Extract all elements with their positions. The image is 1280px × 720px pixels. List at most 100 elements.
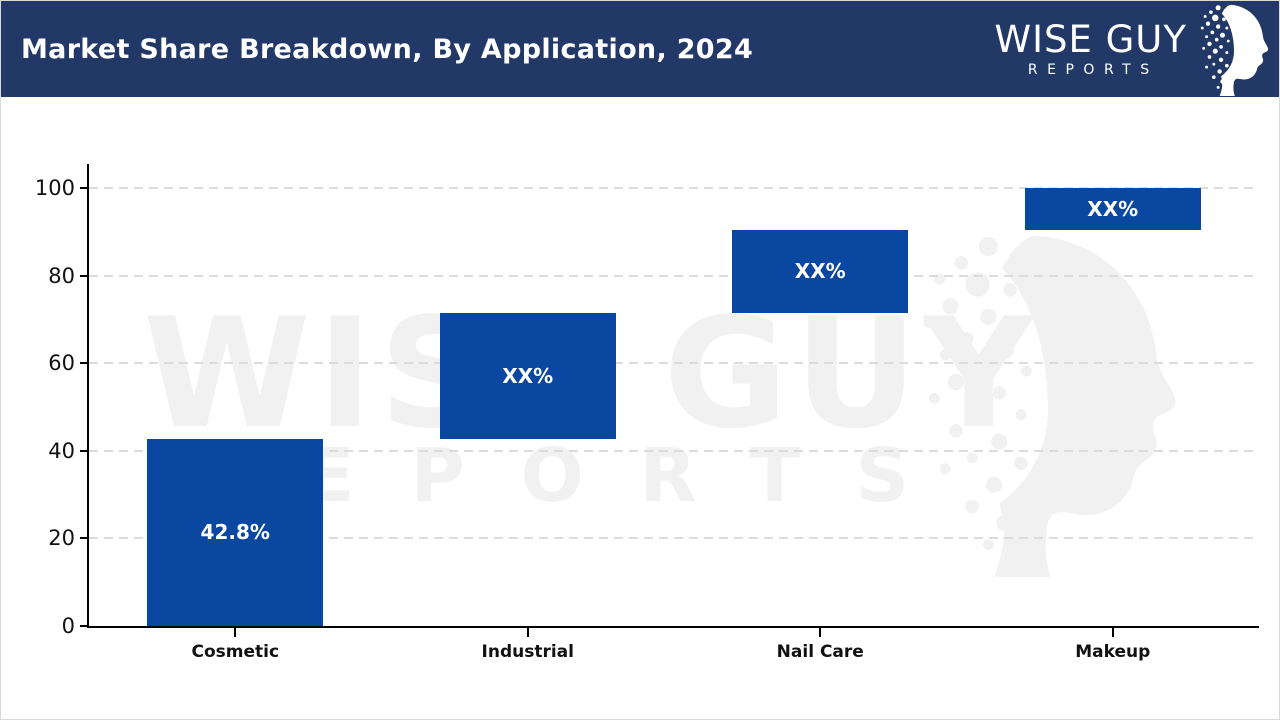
head-dot xyxy=(1015,317,1027,328)
x-tick-mark xyxy=(1111,628,1114,637)
y-tick-mark xyxy=(80,187,89,189)
head-dot xyxy=(928,392,940,404)
x-tick-label: Cosmetic xyxy=(191,642,280,662)
logo-dots xyxy=(1200,5,1232,89)
page-title: Market Share Breakdown, By Application, … xyxy=(21,33,754,65)
head-dot xyxy=(1205,21,1211,26)
watermark-dots xyxy=(923,237,1038,550)
head-dot xyxy=(947,373,965,391)
head-dot xyxy=(1218,57,1224,63)
head-dot xyxy=(1200,26,1204,30)
head-dot xyxy=(1203,15,1207,18)
head-dot xyxy=(1205,35,1209,39)
bar-value-label: XX% xyxy=(1087,196,1139,221)
head-dot xyxy=(980,308,997,326)
y-tick-label: 40 xyxy=(48,438,75,463)
head-dot xyxy=(1003,283,1017,297)
y-tick-mark xyxy=(80,625,89,627)
head-dot xyxy=(1215,5,1221,11)
head-dot xyxy=(1226,39,1230,43)
head-dot xyxy=(1212,75,1216,80)
waterfall-chart: WISE GUY REPORTS 0 20 40 60 80 100 42.8% Cosmet… xyxy=(1,97,1279,719)
head-dot xyxy=(1226,71,1230,75)
head-dot xyxy=(968,399,988,419)
head-profile-icon xyxy=(1200,4,1269,96)
y-tick-mark xyxy=(80,274,89,277)
head-dot xyxy=(1014,456,1028,471)
bar: XX% xyxy=(732,229,909,314)
header-banner: Market Share Breakdown, By Application, … xyxy=(1,1,1279,97)
head-dot xyxy=(1215,24,1221,29)
head-dot xyxy=(1202,46,1206,50)
x-tick-label: Nail Care xyxy=(776,642,864,662)
head-dot xyxy=(982,539,994,550)
head-dot xyxy=(923,317,935,328)
y-tick-label: 0 xyxy=(61,614,75,638)
y-tick-label: 20 xyxy=(48,526,75,551)
head-dot xyxy=(1225,63,1229,68)
head-dot xyxy=(1228,82,1232,86)
logo-wordmark: WISE GUY xyxy=(994,18,1187,61)
head-dot xyxy=(1008,250,1023,265)
x-tick-label: Industrial xyxy=(481,642,574,662)
x-tick-mark xyxy=(819,628,822,637)
head-dot xyxy=(1217,69,1222,74)
head-dot xyxy=(1015,409,1027,420)
y-tick-mark xyxy=(80,449,89,452)
head-dot xyxy=(1219,32,1226,38)
head-dot xyxy=(991,433,1008,450)
head-dot xyxy=(939,349,951,361)
head-dot xyxy=(996,514,1013,531)
head-dot xyxy=(1214,37,1219,42)
bar-value-label: XX% xyxy=(502,363,554,388)
bar-value-label: 42.8% xyxy=(200,520,270,545)
head-dot xyxy=(1210,30,1215,35)
logo-text: WISE GUY REPORTS xyxy=(995,21,1187,77)
head-dot xyxy=(1207,41,1212,47)
head-dot xyxy=(1026,528,1038,540)
head-dot xyxy=(959,331,974,346)
head-dot xyxy=(1216,85,1220,89)
y-tick-mark xyxy=(80,537,89,540)
head-dot xyxy=(1223,8,1228,13)
head-dot xyxy=(1212,62,1216,66)
y-tick-mark xyxy=(80,362,89,365)
head-dot xyxy=(1205,65,1209,69)
y-tick-label: 60 xyxy=(48,351,75,376)
watermark-head-icon xyxy=(923,235,1176,577)
x-tick-mark xyxy=(526,628,529,637)
head-dot xyxy=(1020,365,1032,377)
head-dot xyxy=(1209,10,1213,14)
head-dot xyxy=(1220,79,1225,84)
head-dot xyxy=(992,386,1006,400)
x-tick-mark xyxy=(234,628,237,637)
head-dot xyxy=(978,237,998,257)
head-dot xyxy=(976,359,990,373)
gridline xyxy=(89,187,1259,189)
head-dot xyxy=(1225,26,1229,30)
head-dot xyxy=(965,499,979,514)
y-tick-label: 100 xyxy=(34,176,75,200)
bar: 42.8% xyxy=(147,438,324,626)
gridline xyxy=(89,362,1259,365)
head-dot xyxy=(1212,14,1219,22)
gridline xyxy=(89,537,1259,540)
head-dot xyxy=(966,452,978,464)
head-dot xyxy=(954,256,969,270)
x-tick-label: Makeup xyxy=(1075,642,1151,662)
y-tick-label: 80 xyxy=(48,263,75,288)
head-dot xyxy=(1225,51,1229,55)
y-axis-line xyxy=(87,164,89,628)
head-dot xyxy=(985,476,1002,494)
head-dot xyxy=(1020,484,1032,496)
head-dot xyxy=(1212,48,1218,54)
bar: XX% xyxy=(1024,188,1201,230)
logo-subtitle: REPORTS xyxy=(1027,62,1159,78)
head-dot xyxy=(949,424,963,438)
wise-guy-logo: WISE GUY REPORTS xyxy=(995,2,1269,96)
gridline xyxy=(89,449,1259,452)
head-dot xyxy=(939,463,951,475)
head-dot xyxy=(1219,45,1223,49)
head-dot xyxy=(942,298,959,315)
